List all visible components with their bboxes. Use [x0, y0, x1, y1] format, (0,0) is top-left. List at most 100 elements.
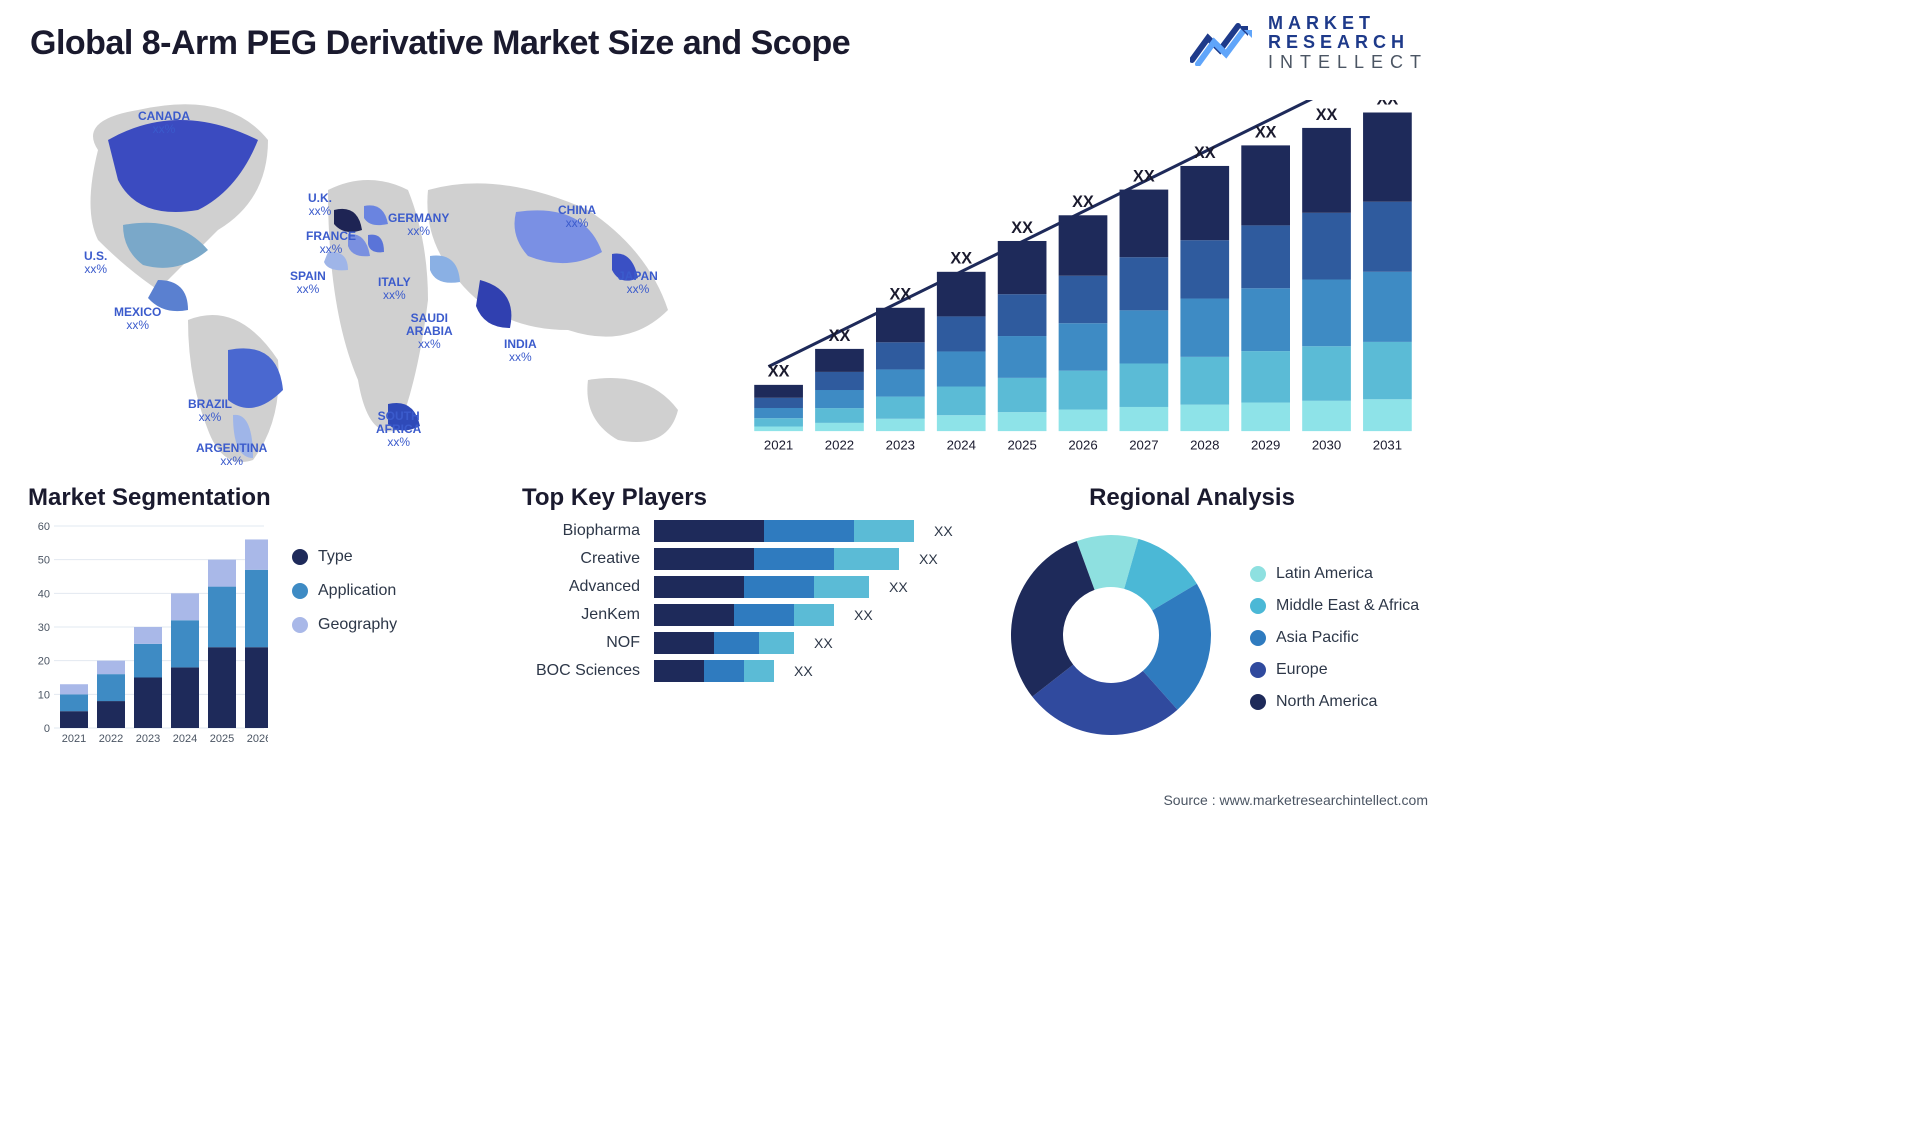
key-player-label: Advanced	[522, 578, 640, 596]
key-player-bar-segment	[794, 604, 834, 626]
svg-text:XX: XX	[1194, 144, 1216, 162]
regional-legend: Latin America Middle East & Africa Asia Pa…	[1250, 565, 1419, 711]
map-label: INDIAxx%	[504, 338, 537, 363]
segmentation-legend: TypeApplicationGeography	[292, 548, 397, 750]
svg-text:2025: 2025	[210, 733, 234, 745]
svg-text:2026: 2026	[1068, 438, 1097, 453]
svg-text:60: 60	[38, 521, 50, 533]
svg-text:XX: XX	[950, 250, 972, 268]
key-player-bar	[654, 604, 834, 626]
svg-text:XX: XX	[1255, 124, 1277, 142]
key-player-row: Biopharma XX	[522, 520, 972, 542]
svg-text:XX: XX	[1133, 168, 1155, 186]
map-label: U.K.xx%	[308, 192, 332, 217]
key-player-value: XX	[814, 635, 833, 651]
key-player-bar-segment	[654, 520, 764, 542]
svg-text:2028: 2028	[1190, 438, 1219, 453]
svg-text:50: 50	[38, 555, 50, 567]
svg-text:XX: XX	[1377, 100, 1399, 108]
brand-text: MARKET RESEARCH INTELLECT	[1268, 14, 1428, 72]
map-label: U.S.xx%	[84, 250, 107, 275]
map-label: CANADAxx%	[138, 110, 190, 135]
key-player-bar-segment	[654, 632, 714, 654]
map-label: SOUTHAFRICAxx%	[376, 410, 421, 448]
segmentation-chart: 0102030405060202120222023202420252026	[28, 520, 268, 750]
key-player-label: Creative	[522, 550, 640, 568]
key-player-bar-segment	[654, 604, 734, 626]
regional-title: Regional Analysis	[956, 484, 1428, 512]
svg-text:XX: XX	[768, 363, 790, 381]
key-player-value: XX	[934, 523, 953, 539]
segmentation-title: Market Segmentation	[28, 484, 498, 512]
legend-item: Latin America	[1250, 565, 1419, 583]
svg-text:2030: 2030	[1312, 438, 1341, 453]
svg-text:2022: 2022	[825, 438, 854, 453]
svg-text:2021: 2021	[764, 438, 793, 453]
svg-text:XX: XX	[1316, 106, 1338, 124]
svg-text:XX: XX	[1072, 193, 1094, 211]
key-player-bar-segment	[654, 548, 754, 570]
brand-mark-icon	[1190, 20, 1254, 66]
key-player-bar	[654, 660, 774, 682]
key-player-bar-segment	[764, 520, 854, 542]
forecast-chart: XX2021XX2022XX2023XX2024XX2025XX2026XX20…	[738, 100, 1428, 470]
key-player-label: BOC Sciences	[522, 662, 640, 680]
svg-text:2022: 2022	[99, 733, 123, 745]
svg-text:2027: 2027	[1129, 438, 1158, 453]
key-players-title: Top Key Players	[522, 484, 972, 512]
segmentation-panel: Market Segmentation 01020304050602021202…	[28, 484, 498, 755]
map-label: CHINAxx%	[558, 204, 596, 229]
map-label: GERMANYxx%	[388, 212, 449, 237]
key-player-value: XX	[854, 607, 873, 623]
key-player-bar-segment	[759, 632, 794, 654]
header: Global 8-Arm PEG Derivative Market Size …	[28, 18, 1428, 72]
key-player-bar-segment	[854, 520, 914, 542]
legend-item: Type	[292, 548, 397, 566]
legend-item: Geography	[292, 616, 397, 634]
svg-text:2021: 2021	[62, 733, 86, 745]
svg-text:2023: 2023	[136, 733, 160, 745]
key-player-bar-segment	[754, 548, 834, 570]
svg-text:2023: 2023	[886, 438, 915, 453]
svg-text:2024: 2024	[173, 733, 197, 745]
svg-text:2025: 2025	[1007, 438, 1036, 453]
key-player-label: NOF	[522, 634, 640, 652]
regional-panel: Regional Analysis Latin AmericaMiddle Ea…	[996, 484, 1428, 755]
map-label: SAUDIARABIAxx%	[406, 312, 453, 350]
key-player-value: XX	[889, 579, 908, 595]
key-player-row: BOC SciencesXX	[522, 660, 972, 682]
key-player-bar-segment	[744, 660, 774, 682]
key-player-label: JenKem	[522, 606, 640, 624]
key-player-bar-segment	[654, 576, 744, 598]
world-map-silhouette	[28, 80, 718, 480]
key-player-bar	[654, 548, 899, 570]
key-player-bar-segment	[704, 660, 744, 682]
legend-item: North America	[1250, 693, 1419, 711]
map-label: FRANCExx%	[306, 230, 356, 255]
brand-logo: MARKET RESEARCH INTELLECT	[1190, 14, 1428, 72]
legend-item: Asia Pacific	[1250, 629, 1419, 647]
svg-text:2029: 2029	[1251, 438, 1280, 453]
key-player-row: CreativeXX	[522, 548, 972, 570]
regional-donut	[996, 520, 1226, 750]
source-label: Source : www.marketresearchintellect.com	[1163, 792, 1428, 808]
key-player-bar-segment	[734, 604, 794, 626]
map-label: SPAINxx%	[290, 270, 326, 295]
key-player-bar-segment	[814, 576, 869, 598]
key-player-bar-segment	[744, 576, 814, 598]
svg-text:0: 0	[44, 723, 50, 735]
map-label: MEXICOxx%	[114, 306, 161, 331]
brand-line-1: MARKET	[1268, 14, 1428, 33]
key-players-bars: BiopharmaXXCreativeXXAdvancedXXJenKemXXN…	[522, 520, 972, 682]
map-label: JAPANxx%	[618, 270, 658, 295]
svg-text:30: 30	[38, 622, 50, 634]
svg-text:10: 10	[38, 690, 50, 702]
svg-text:2026: 2026	[247, 733, 268, 745]
svg-text:20: 20	[38, 656, 50, 668]
key-player-label: Biopharma	[522, 522, 640, 540]
legend-item: Middle East & Africa	[1250, 597, 1419, 615]
page-title: Global 8-Arm PEG Derivative Market Size …	[30, 24, 850, 63]
key-player-bar-segment	[714, 632, 759, 654]
key-player-row: Advanced XX	[522, 576, 972, 598]
map-label: BRAZILxx%	[188, 398, 232, 423]
